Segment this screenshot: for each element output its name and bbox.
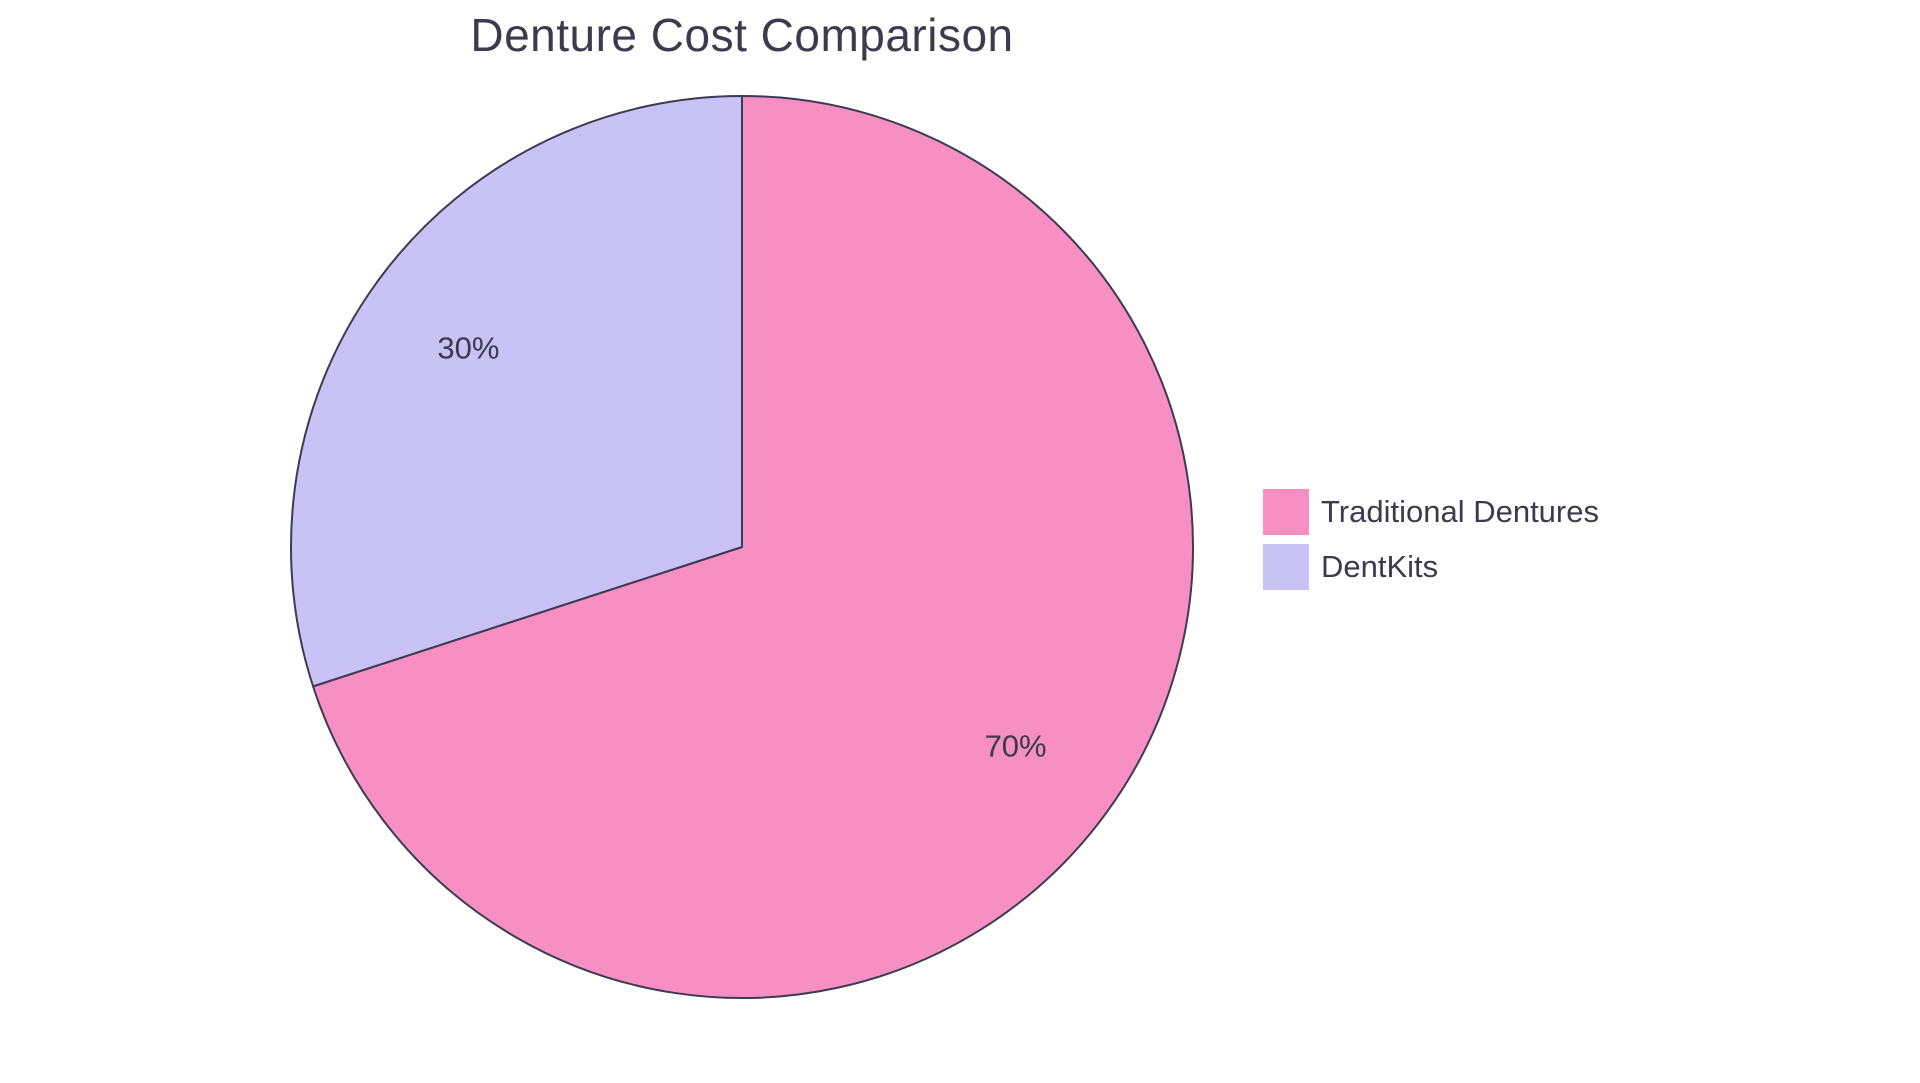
slice-percentage-label: 70%: [985, 728, 1047, 763]
pie-slice: [290, 95, 743, 688]
legend: Traditional Dentures DentKits: [1263, 489, 1599, 590]
chart-title: Denture Cost Comparison: [470, 9, 1014, 61]
slice-percentage-label: 30%: [437, 331, 499, 366]
legend-label: Traditional Dentures: [1321, 494, 1599, 529]
pie-slice: [312, 95, 1194, 999]
legend-swatch: [1263, 489, 1309, 535]
legend-label: DentKits: [1321, 549, 1439, 584]
legend-swatch: [1263, 544, 1309, 590]
legend-item: DentKits: [1263, 544, 1599, 590]
legend-item: Traditional Dentures: [1263, 489, 1599, 535]
